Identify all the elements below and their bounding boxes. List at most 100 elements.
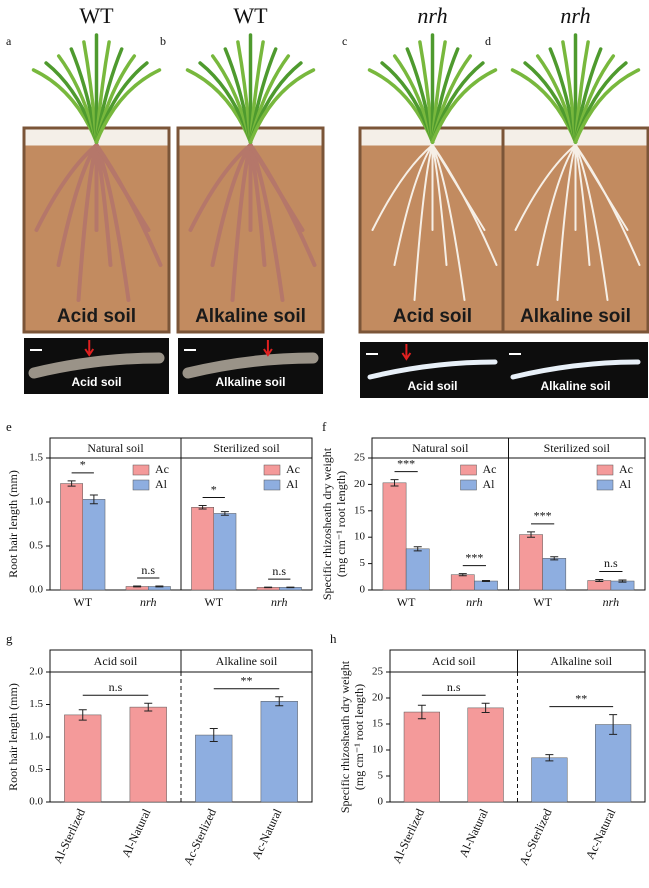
significance-label: n.s — [109, 680, 123, 694]
legend-swatch — [132, 464, 150, 476]
root — [56, 143, 99, 267]
genotype-header: WT — [233, 3, 268, 28]
error-bar — [209, 728, 218, 743]
bar — [260, 701, 298, 803]
genotype-header: nrh — [417, 3, 447, 28]
y-axis-label: Specific rhizosheath dry weight — [338, 660, 352, 813]
panel-letter: c — [342, 34, 347, 48]
bar — [82, 499, 106, 591]
facet-title: Natural soil — [87, 441, 144, 455]
facet-title: Sterilized soil — [544, 441, 611, 455]
root-photo — [503, 342, 648, 398]
leaf — [248, 68, 316, 144]
error-bar — [417, 704, 426, 720]
root — [34, 143, 99, 232]
y-tick-label: 0.0 — [29, 796, 43, 808]
x-tick-label: Al-Sterlized — [390, 807, 427, 866]
legend-swatch — [460, 479, 477, 491]
significance-label: ** — [575, 691, 587, 705]
significance-label: n.s — [447, 680, 461, 694]
facet-title: Natural soil — [412, 441, 469, 455]
bar — [403, 711, 440, 803]
bar — [405, 548, 430, 591]
leaf — [430, 68, 498, 144]
leaf — [94, 68, 162, 144]
root — [188, 143, 253, 232]
genotype-header: WT — [79, 3, 114, 28]
bar — [542, 558, 567, 591]
y-axis-label: Root hair length (mm) — [6, 470, 20, 578]
y-tick-label: 0.5 — [29, 540, 43, 552]
soil-label: Acid soil — [57, 306, 136, 327]
arrow — [401, 344, 412, 361]
bar — [382, 482, 407, 591]
root — [574, 144, 591, 266]
y-tick-label: 10 — [372, 744, 384, 756]
y-axis-label: Specific rhizosheath dry weight — [320, 447, 334, 600]
root — [248, 143, 317, 267]
root-segment — [510, 359, 641, 380]
root — [413, 144, 434, 301]
error-bar — [413, 546, 422, 552]
bar — [64, 714, 102, 803]
legend-swatch — [460, 464, 477, 476]
error-bar — [220, 511, 229, 516]
soil-label: Alkaline soil — [520, 306, 631, 327]
legend-swatch — [263, 479, 281, 491]
y-tick-label: 5 — [360, 557, 366, 569]
y-tick-label: 25 — [372, 666, 384, 678]
legend-swatch — [263, 464, 281, 476]
arrow — [263, 340, 273, 357]
photo-label: Acid soil — [407, 379, 457, 393]
facet-title: Sterilized soil — [213, 441, 280, 455]
error-bar — [550, 556, 559, 561]
error-bar — [67, 480, 76, 487]
soil-label: Acid soil — [393, 306, 472, 327]
bar — [467, 707, 504, 803]
legend-label: Al — [483, 477, 496, 491]
legend-swatch — [596, 479, 614, 491]
facet-title: Acid soil — [432, 654, 476, 668]
x-tick-label: nrh — [603, 595, 619, 609]
significance-label: *** — [534, 509, 552, 523]
error-bar — [545, 754, 554, 762]
genotype-header: nrh — [560, 3, 590, 28]
panel-letter: h — [330, 631, 337, 646]
root-segment — [28, 352, 165, 379]
significance-label: n.s — [141, 563, 155, 577]
legend-label: Ac — [619, 462, 633, 476]
panel-letter: e — [6, 419, 12, 434]
photo-label: Alkaline soil — [215, 375, 285, 389]
y-tick-label: 5 — [378, 770, 384, 782]
facet-title: Acid soil — [94, 654, 138, 668]
legend-swatch — [596, 464, 614, 476]
root — [230, 143, 253, 302]
x-tick-label: Al-Natural — [456, 806, 491, 860]
root — [393, 144, 434, 266]
error-bar — [286, 586, 295, 589]
legend-label: Al — [619, 477, 632, 491]
y-tick-label: 1.0 — [29, 731, 43, 743]
root — [248, 143, 285, 302]
photo-label: Acid soil — [71, 375, 121, 389]
root — [94, 143, 131, 302]
facet-title: Alkaline soil — [216, 654, 278, 668]
bar — [191, 507, 214, 591]
x-tick-label: Al-Sterlized — [50, 807, 87, 866]
error-bar — [133, 585, 142, 588]
error-bar — [527, 531, 536, 538]
root — [431, 144, 448, 266]
leaf — [573, 68, 641, 144]
y-tick-label: 0.0 — [29, 584, 43, 596]
y-tick-label: 1.5 — [29, 452, 43, 464]
error-bar — [144, 702, 153, 712]
significance-label: ** — [241, 673, 253, 687]
x-tick-label: nrh — [140, 595, 156, 609]
bar — [595, 724, 632, 803]
significance-label: *** — [397, 456, 415, 470]
arrow — [84, 340, 95, 357]
y-tick-label: 15 — [354, 504, 366, 516]
panel-letter: a — [6, 34, 12, 48]
x-tick-label: Ac-Sterlized — [516, 807, 554, 868]
